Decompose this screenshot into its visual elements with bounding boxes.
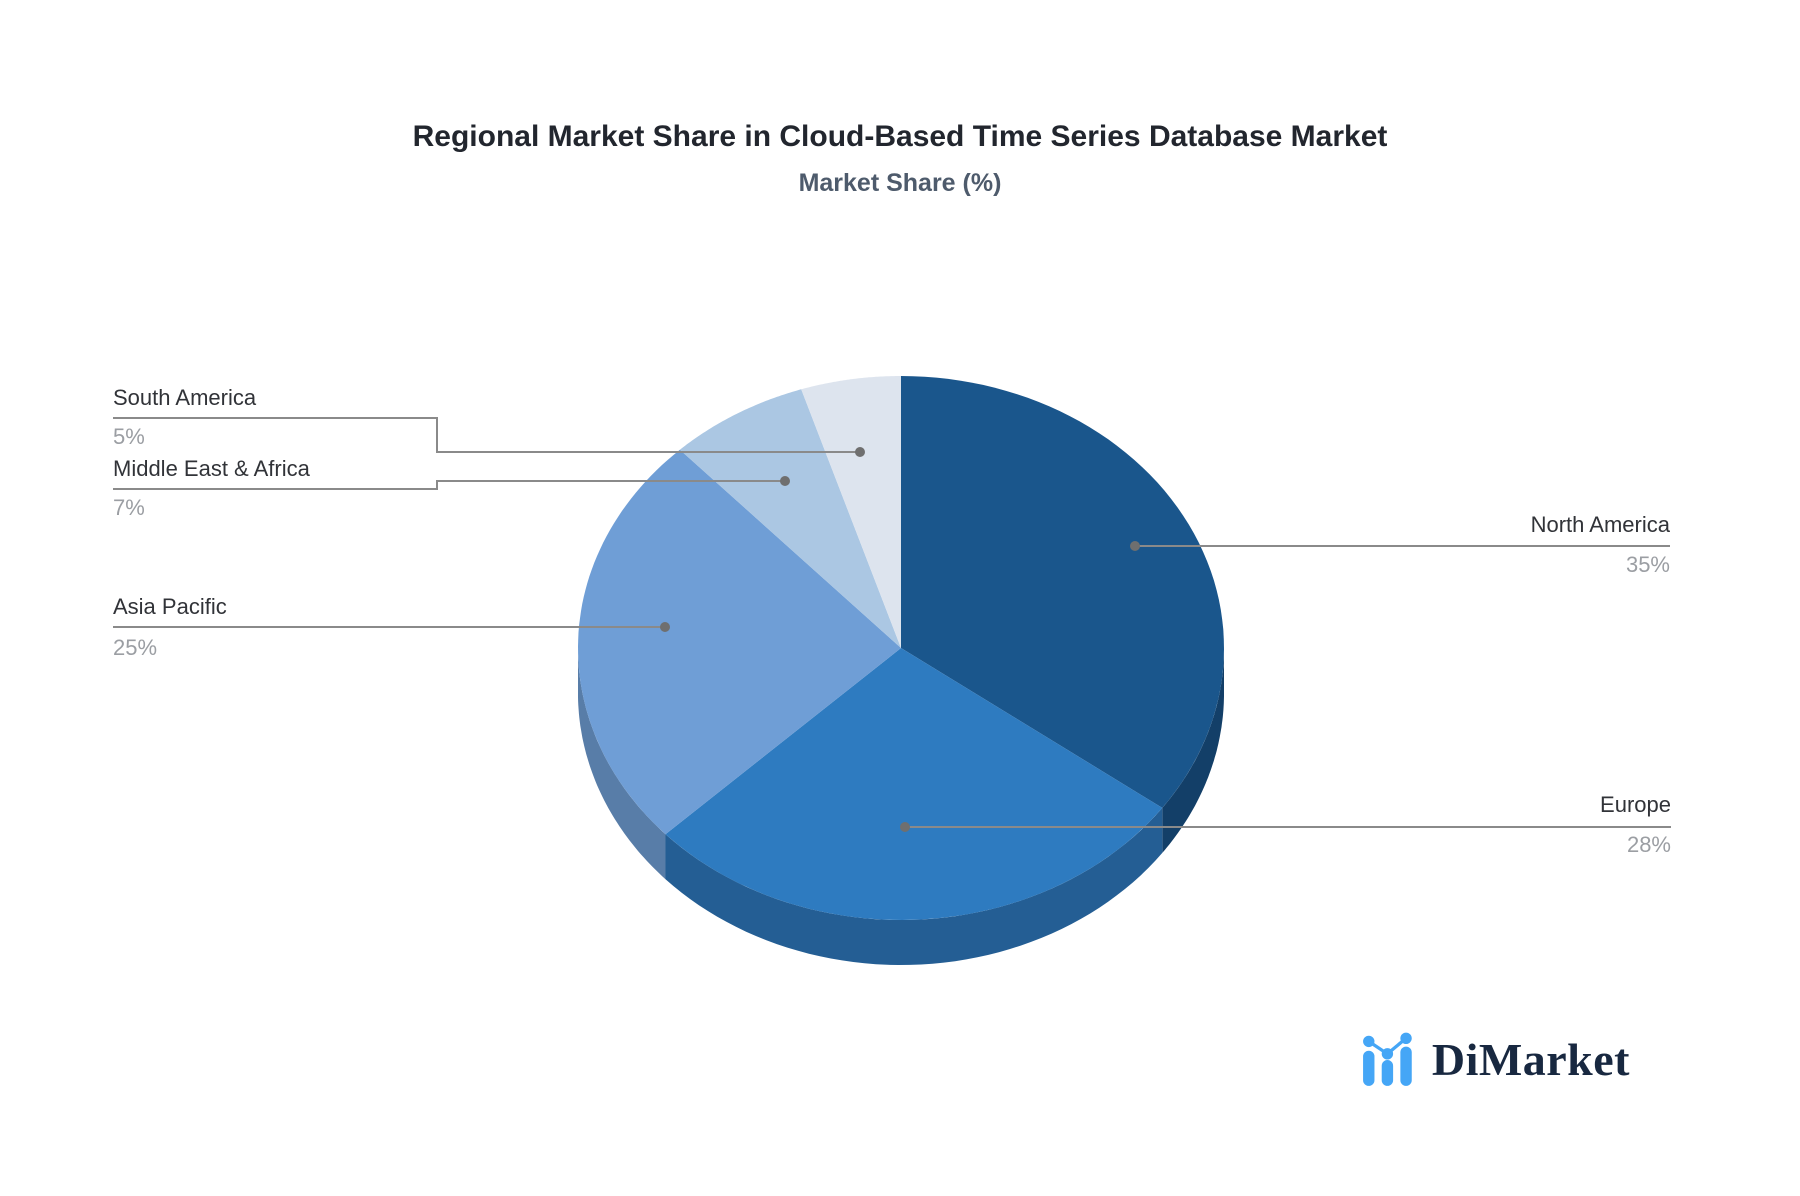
- chart-title: Regional Market Share in Cloud-Based Tim…: [412, 120, 1388, 153]
- callout-value-south-america: 5%: [113, 424, 145, 449]
- bar-line-chart-icon: [1362, 1032, 1412, 1086]
- callout-value-middle-east-africa: 7%: [113, 495, 145, 520]
- callout-label-south-america: South America: [113, 385, 257, 410]
- chart-subtitle: Market Share (%): [798, 169, 1002, 197]
- callout-label-asia-pacific: Asia Pacific: [113, 594, 227, 619]
- callout-label-europe: Europe: [1600, 792, 1671, 817]
- callout-value-europe: 28%: [1626, 832, 1671, 857]
- brand-logo-text: DiMarket: [1431, 1033, 1630, 1085]
- callout-label-middle-east-africa: Middle East & Africa: [113, 456, 310, 481]
- brand-logo: DiMarket: [1361, 1030, 1630, 1088]
- callout-label-north-america: North America: [1530, 512, 1670, 537]
- callout-value-north-america: 35%: [1625, 552, 1670, 577]
- callout-value-asia-pacific: 25%: [113, 635, 158, 660]
